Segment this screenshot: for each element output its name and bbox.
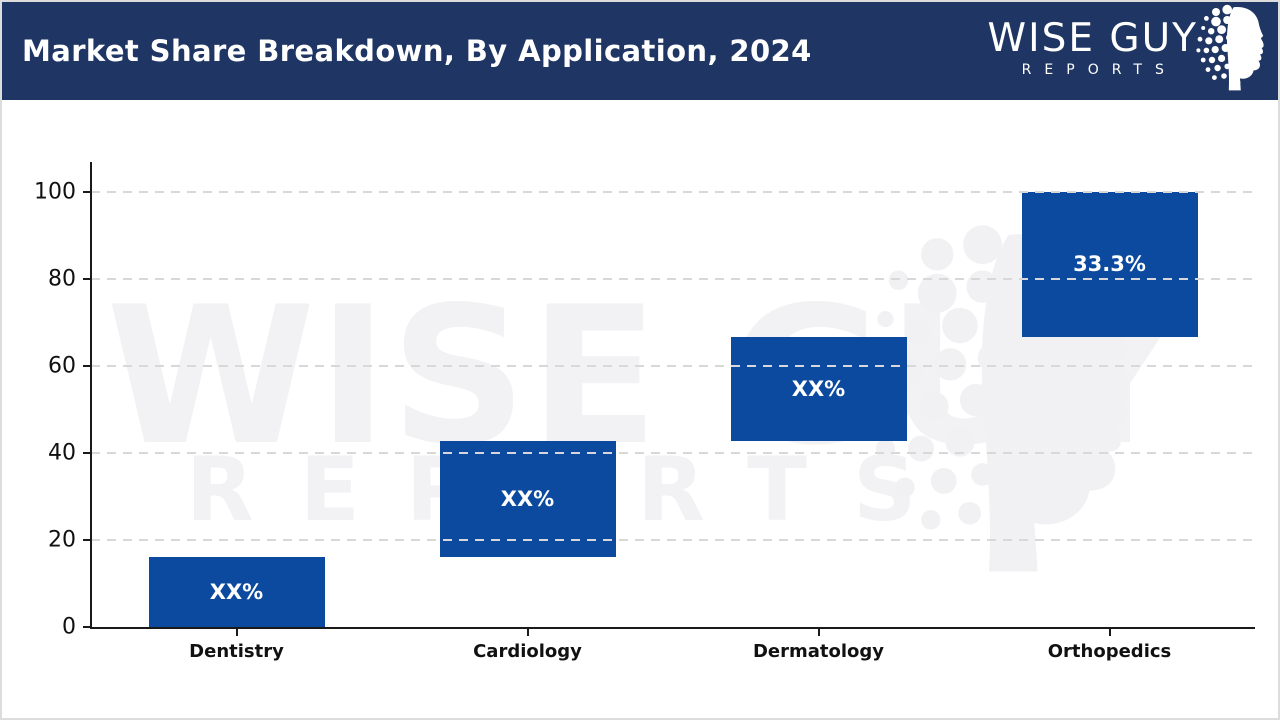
bar-cardiology: XX% [439,441,616,558]
y-tick-label: 20 [48,527,76,553]
brand-subtitle: REPORTS [1021,61,1177,78]
bar-value-label: 33.3% [1073,252,1146,277]
gridline-y-80 [91,278,1255,280]
bar-orthopedics: 33.3% [1021,192,1198,337]
bar-value-label: XX% [209,580,264,605]
bar-value-label: XX% [791,377,846,402]
y-tick-label: 0 [62,614,76,640]
brand-name: WISE GUY [987,16,1198,62]
x-tick-mark [235,629,238,636]
gridline-y-100 [91,191,1255,193]
x-axis-spine [90,627,1255,629]
brand-logo: WISE GUY REPORTS [988,4,1272,92]
x-category-label: Orthopedics [1047,641,1172,662]
bar-dentistry: XX% [148,557,325,627]
brand-logo-text: WISE GUY REPORTS [987,16,1198,78]
y-tick-label: 40 [48,440,76,466]
gridline-y-20 [91,539,1255,541]
x-category-label: Dentistry [189,641,284,662]
y-tick-mark [83,452,91,454]
x-tick-mark [526,629,529,636]
y-axis-spine [90,162,92,629]
y-tick-label: 60 [48,353,76,379]
y-tick-label: 100 [34,179,76,205]
y-tick-mark [83,191,91,193]
bar-value-label: XX% [500,487,555,512]
y-tick-mark [83,278,91,280]
y-tick-mark [83,539,91,541]
gridline-y-40 [91,452,1255,454]
head-profile-dots-icon [1192,4,1272,92]
y-tick-label: 80 [48,266,76,292]
page-title: Market Share Breakdown, By Application, … [22,34,812,68]
gridline-y-60 [91,365,1255,367]
x-tick-mark [1108,629,1111,636]
bar-dermatology: XX% [730,336,907,442]
x-tick-mark [817,629,820,636]
x-category-label: Cardiology [473,641,582,662]
y-tick-mark [83,365,91,367]
x-category-label: Dermatology [752,641,885,662]
header-bar: Market Share Breakdown, By Application, … [2,2,1278,100]
y-tick-mark [83,626,91,628]
